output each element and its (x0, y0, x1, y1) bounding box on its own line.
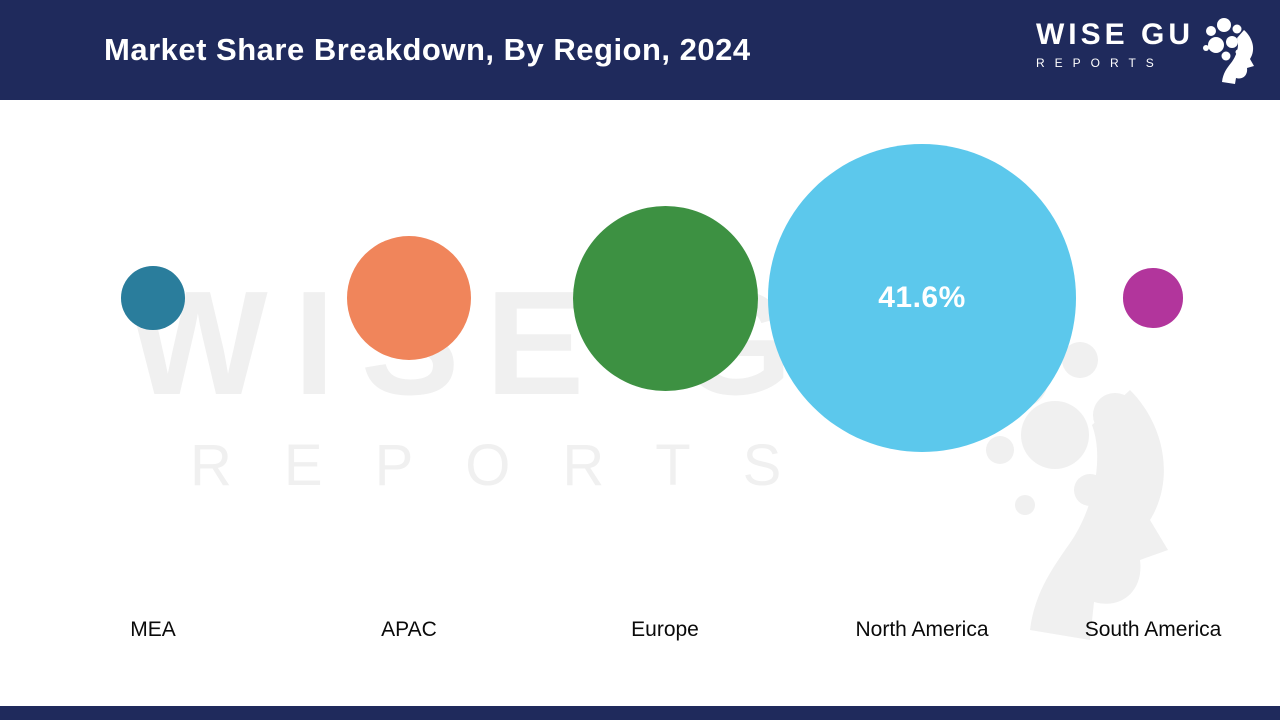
header-bar: Market Share Breakdown, By Region, 2024 … (0, 0, 1280, 100)
bubble-chart: WISE GU REPORTS 41.6% MEA APAC Europe North… (0, 100, 1280, 706)
footer-bar (0, 706, 1280, 720)
logo-wordmark: WISE GU (1035, 18, 1194, 51)
bubble-mea (121, 266, 185, 330)
bubble-value-label-north-america: 41.6% (878, 280, 966, 314)
category-label-europe: Europe (631, 618, 699, 641)
category-label-mea: MEA (130, 618, 176, 641)
bubble-layer: 41.6% (0, 100, 1280, 706)
page-title: Market Share Breakdown, By Region, 2024 (104, 32, 751, 67)
category-label-north-america: North America (855, 618, 989, 641)
category-label-apac: APAC (381, 618, 437, 641)
brand-logo-text: WISE GU REPORTS (1035, 18, 1194, 71)
bubble-europe (572, 205, 758, 391)
bubble-apac (346, 235, 472, 361)
category-label-south-america: South America (1084, 618, 1222, 641)
category-labels: MEA APAC Europe North America South America (0, 100, 1280, 706)
bubble-south-america (1123, 268, 1183, 328)
wiseguy-head-icon (1203, 18, 1254, 84)
logo-subtitle: REPORTS (1035, 56, 1164, 70)
brand-logo: WISE GU REPORTS (1036, 16, 1258, 84)
